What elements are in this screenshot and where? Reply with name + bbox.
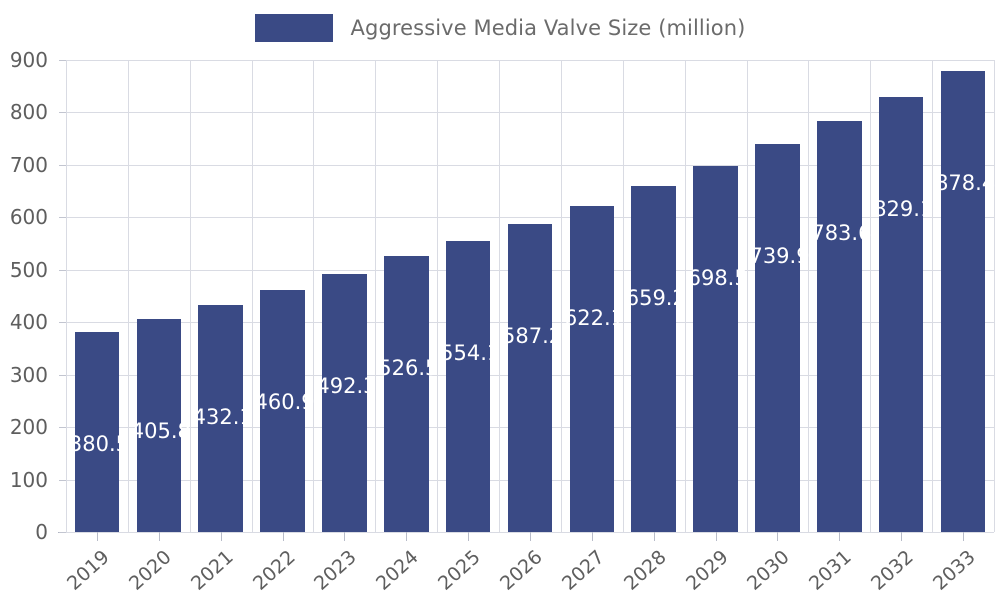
bar[interactable] — [198, 305, 243, 532]
gridline-vertical — [128, 60, 129, 532]
x-tick-label: 2026 — [496, 546, 547, 595]
y-tick-label: 600 — [9, 205, 48, 230]
x-tick-mark — [777, 532, 778, 541]
x-tick-mark — [530, 532, 531, 541]
legend-label: Aggressive Media Valve Size (million) — [350, 16, 746, 40]
chart-legend: Aggressive Media Valve Size (million) — [0, 8, 1000, 48]
y-tick-label: 100 — [9, 467, 48, 492]
y-tick-label: 0 — [35, 520, 48, 544]
gridline-vertical — [994, 60, 995, 532]
bar[interactable] — [940, 71, 986, 532]
gridline-vertical — [870, 60, 871, 532]
y-tick-mark — [59, 479, 66, 481]
x-tick-mark — [592, 532, 593, 541]
x-tick-mark — [654, 532, 655, 541]
gridline-vertical — [252, 60, 253, 532]
x-tick-label: 2031 — [805, 546, 857, 595]
x-tick-label: 2033 — [929, 546, 980, 595]
plot-area: 0 100 200 300 400 500 600 700 800 900 2019 2020 202… — [10, 48, 995, 595]
x-tick-label: 2021 — [186, 546, 238, 595]
bar[interactable] — [322, 273, 367, 532]
bar[interactable] — [693, 165, 738, 532]
gridline-vertical — [313, 60, 314, 532]
x-tick-mark — [716, 532, 717, 541]
y-tick-mark — [59, 217, 66, 219]
x-tick-mark — [159, 532, 160, 541]
gridline-horizontal — [66, 164, 994, 166]
y-tick-mark — [59, 112, 66, 114]
x-tick-label: 2030 — [743, 546, 795, 595]
bar[interactable] — [878, 97, 924, 532]
x-tick-label: 2024 — [372, 546, 423, 595]
gridline-vertical — [561, 60, 562, 532]
bar[interactable] — [507, 224, 553, 532]
x-tick-mark — [344, 532, 345, 541]
gridline-horizontal — [66, 112, 994, 114]
y-tick-label: 200 — [9, 415, 48, 440]
x-tick-label: 2028 — [619, 546, 671, 595]
x-tick-mark — [283, 532, 284, 541]
gridline-vertical — [190, 60, 191, 532]
bar[interactable] — [569, 205, 615, 532]
x-tick-mark — [839, 532, 840, 541]
gridline-vertical — [499, 60, 500, 532]
bar[interactable] — [136, 319, 182, 532]
bar[interactable] — [817, 121, 862, 532]
y-tick-mark — [59, 374, 66, 376]
bar[interactable] — [631, 186, 676, 532]
x-tick-mark — [221, 532, 222, 541]
gridline-vertical — [375, 60, 376, 532]
x-tick-mark — [406, 532, 407, 541]
y-tick-label: 800 — [9, 100, 48, 125]
x-tick-mark — [468, 532, 469, 541]
bar[interactable] — [383, 255, 429, 532]
x-tick-mark — [901, 532, 902, 541]
y-tick-label: 900 — [9, 48, 48, 72]
y-tick-mark — [59, 60, 66, 61]
bar[interactable] — [755, 143, 800, 532]
x-tick-mark — [97, 532, 98, 541]
gridline-vertical — [437, 60, 438, 532]
x-tick-label: 2025 — [434, 546, 485, 595]
y-tick-mark — [59, 322, 66, 324]
gridline-vertical — [685, 60, 686, 532]
y-tick-label: 400 — [9, 310, 48, 335]
x-tick-label: 2029 — [681, 546, 733, 595]
x-tick-label: 2022 — [248, 546, 300, 595]
bar[interactable] — [74, 332, 120, 532]
y-tick-mark — [59, 269, 66, 271]
x-tick-label: 2020 — [124, 546, 176, 595]
y-tick-label: 500 — [9, 257, 48, 282]
x-tick-label: 2027 — [557, 546, 609, 595]
gridline-horizontal — [66, 60, 994, 61]
bar[interactable] — [260, 290, 305, 532]
gridline-horizontal — [66, 217, 994, 219]
x-tick-label: 2019 — [62, 546, 114, 595]
y-tick-mark — [59, 532, 66, 533]
gridline-vertical — [747, 60, 748, 532]
gridline-vertical — [623, 60, 624, 532]
y-tick-mark — [59, 427, 66, 429]
y-tick-label: 300 — [9, 362, 48, 387]
y-tick-label: 700 — [9, 152, 48, 177]
gridline-vertical — [808, 60, 809, 532]
x-tick-label: 2032 — [867, 546, 918, 595]
bar[interactable] — [445, 241, 491, 532]
gridline-vertical — [66, 60, 67, 532]
x-tick-label: 2023 — [310, 546, 362, 595]
gridline-vertical — [932, 60, 933, 532]
y-tick-mark — [59, 164, 66, 166]
legend-swatch — [254, 14, 333, 42]
x-tick-mark — [963, 532, 964, 541]
